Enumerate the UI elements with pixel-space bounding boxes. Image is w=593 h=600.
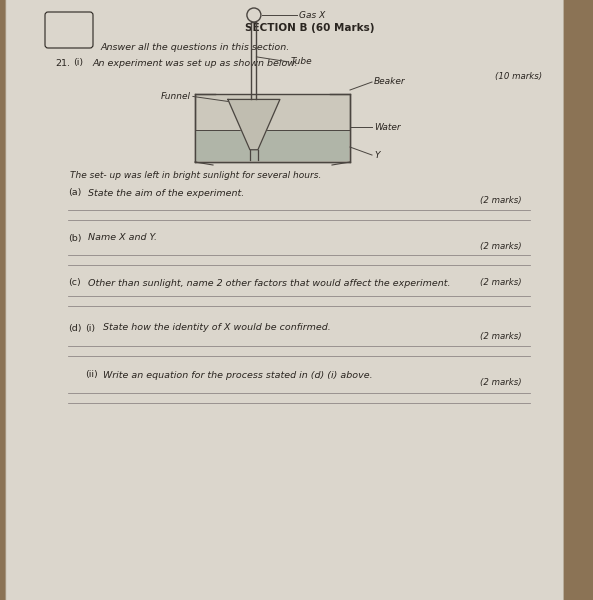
Text: Other than sunlight, name 2 other factors that would affect the experiment.: Other than sunlight, name 2 other factor…: [88, 278, 451, 287]
Text: (i): (i): [85, 323, 95, 332]
Text: Answer all the questions in this section.: Answer all the questions in this section…: [100, 43, 289, 52]
FancyBboxPatch shape: [45, 12, 93, 48]
Text: (b): (b): [68, 233, 81, 242]
Text: (2 marks): (2 marks): [480, 331, 522, 340]
Text: (10 marks): (10 marks): [495, 71, 542, 80]
Text: (2 marks): (2 marks): [480, 196, 522, 205]
Text: Tube: Tube: [291, 58, 312, 67]
Text: SECTION B (60 Marks): SECTION B (60 Marks): [246, 23, 375, 33]
Ellipse shape: [247, 8, 261, 22]
Text: (c): (c): [68, 278, 81, 287]
Text: Name X and Y.: Name X and Y.: [88, 233, 157, 242]
Polygon shape: [228, 100, 280, 150]
Text: Beaker: Beaker: [374, 77, 406, 86]
Text: (a): (a): [68, 188, 81, 197]
Text: Gas X: Gas X: [299, 10, 325, 19]
Text: Y: Y: [374, 151, 380, 160]
FancyBboxPatch shape: [6, 0, 563, 600]
Text: (2 marks): (2 marks): [480, 241, 522, 251]
Text: Funnel: Funnel: [161, 92, 191, 101]
Text: (i): (i): [73, 58, 83, 67]
Text: (2 marks): (2 marks): [480, 379, 522, 388]
Text: (d): (d): [68, 323, 81, 332]
Text: An experiment was set up as shown below.: An experiment was set up as shown below.: [92, 58, 298, 67]
Text: Write an equation for the process stated in (d) (i) above.: Write an equation for the process stated…: [103, 370, 372, 379]
Text: (ii): (ii): [85, 370, 98, 379]
Text: The set- up was left in bright sunlight for several hours.: The set- up was left in bright sunlight …: [70, 170, 321, 179]
Text: (2 marks): (2 marks): [480, 278, 522, 287]
Bar: [196, 130, 349, 161]
Bar: [195, 94, 350, 162]
Text: Water: Water: [374, 123, 401, 132]
Text: State the aim of the experiment.: State the aim of the experiment.: [88, 188, 244, 197]
Text: 21.: 21.: [55, 58, 70, 67]
Text: State how the identity of X would be confirmed.: State how the identity of X would be con…: [103, 323, 331, 332]
